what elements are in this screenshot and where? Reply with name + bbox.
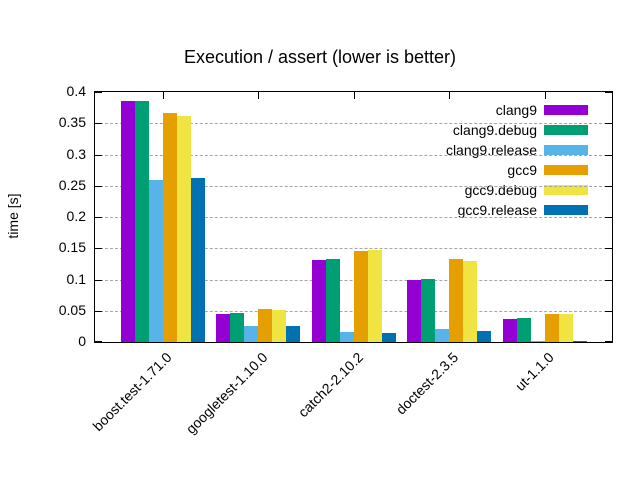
bar	[421, 279, 436, 342]
legend-label: clang9.release	[445, 142, 537, 158]
y-tick-label: 0.3	[66, 145, 86, 162]
bar	[162, 113, 177, 342]
gridline	[95, 217, 612, 218]
y-tick-mark	[95, 154, 102, 156]
y-tick-mark	[605, 185, 612, 187]
y-tick-mark	[605, 341, 612, 342]
x-tick-mark	[449, 92, 451, 99]
chart-title: Execution / assert (lower is better)	[183, 47, 457, 67]
bar	[258, 309, 273, 342]
bar	[272, 310, 287, 342]
legend-item: clang9.debug	[452, 122, 588, 138]
y-tick-mark	[605, 217, 612, 218]
bar	[339, 332, 354, 342]
bar	[381, 333, 396, 342]
y-tick-mark	[95, 185, 102, 187]
bar	[407, 280, 422, 342]
gridline	[95, 154, 612, 156]
y-tick-label: 0.15	[58, 239, 86, 256]
y-tick-mark	[95, 248, 102, 250]
legend-label: gcc9.debug	[464, 182, 537, 198]
legend-label: clang9.debug	[452, 122, 537, 138]
y-tick-mark	[95, 279, 102, 281]
legend-swatch	[544, 145, 588, 155]
y-tick-mark	[605, 123, 612, 125]
gridline	[95, 279, 612, 281]
x-tick-label: googletest-1.10.0	[182, 349, 271, 437]
gridline	[95, 248, 612, 250]
gridline	[95, 310, 612, 312]
y-tick-mark	[95, 123, 102, 125]
bar	[530, 341, 545, 342]
y-tick-mark	[605, 154, 612, 156]
legend-swatch	[544, 125, 588, 135]
gridline	[95, 185, 612, 187]
y-tick-label: 0.2	[66, 208, 86, 224]
legend-item: gcc9.release	[457, 202, 588, 218]
bar	[311, 260, 326, 342]
plot-area: clang9 clang9.debug clang9.release gcc9 gcc9…	[94, 91, 613, 343]
bar	[544, 314, 559, 342]
y-tick-label: 0.25	[58, 176, 86, 193]
legend-item: clang9	[495, 102, 588, 118]
bar	[286, 326, 301, 342]
bar	[176, 116, 191, 342]
x-tick-mark	[544, 92, 546, 99]
x-tick-mark	[162, 92, 164, 99]
y-tick-label: 0.4	[66, 83, 86, 99]
legend-label: clang9	[495, 102, 537, 118]
y-tick-mark	[605, 92, 612, 93]
x-tick-label: doctest-2.3.5	[392, 349, 462, 418]
y-tick-mark	[95, 310, 102, 312]
bar	[502, 319, 517, 342]
y-tick-mark	[605, 310, 612, 312]
legend-swatch	[544, 105, 588, 115]
bar	[134, 101, 149, 342]
legend-item: gcc9	[507, 162, 588, 178]
x-tick-label: catch2-2.10.2	[294, 349, 366, 421]
y-tick-mark	[95, 217, 102, 218]
bar	[244, 326, 259, 342]
bar	[435, 329, 450, 342]
legend-swatch	[544, 165, 588, 175]
y-axis-title: time [s]	[5, 193, 21, 239]
bar	[230, 313, 245, 342]
bar	[572, 341, 587, 342]
bar	[463, 261, 478, 342]
y-tick-label: 0.05	[58, 301, 86, 318]
bar	[216, 314, 231, 342]
bar	[516, 318, 531, 342]
y-tick-mark	[605, 279, 612, 281]
y-tick-mark	[95, 92, 102, 93]
bar	[367, 250, 382, 342]
bar	[148, 180, 163, 342]
bar	[190, 178, 205, 342]
x-tick-mark	[258, 92, 260, 99]
bar	[477, 331, 492, 342]
y-tick-label: 0.35	[58, 114, 86, 131]
legend-label: gcc9	[507, 162, 537, 178]
x-tick-label: ut-1.1.0	[511, 349, 557, 394]
legend-swatch	[544, 205, 588, 215]
x-tick-label: boost.test-1.71.0	[89, 349, 176, 435]
y-tick-mark	[605, 248, 612, 250]
bar	[120, 101, 135, 342]
gridline	[95, 123, 612, 125]
bar	[558, 314, 573, 342]
legend-label: gcc9.release	[457, 202, 537, 218]
y-tick-label: 0.1	[66, 270, 86, 287]
bar	[325, 259, 340, 342]
y-tick-label: 0	[78, 333, 86, 349]
bar	[449, 259, 464, 342]
bar	[353, 251, 368, 342]
y-tick-mark	[95, 341, 102, 342]
x-tick-mark	[353, 92, 355, 99]
